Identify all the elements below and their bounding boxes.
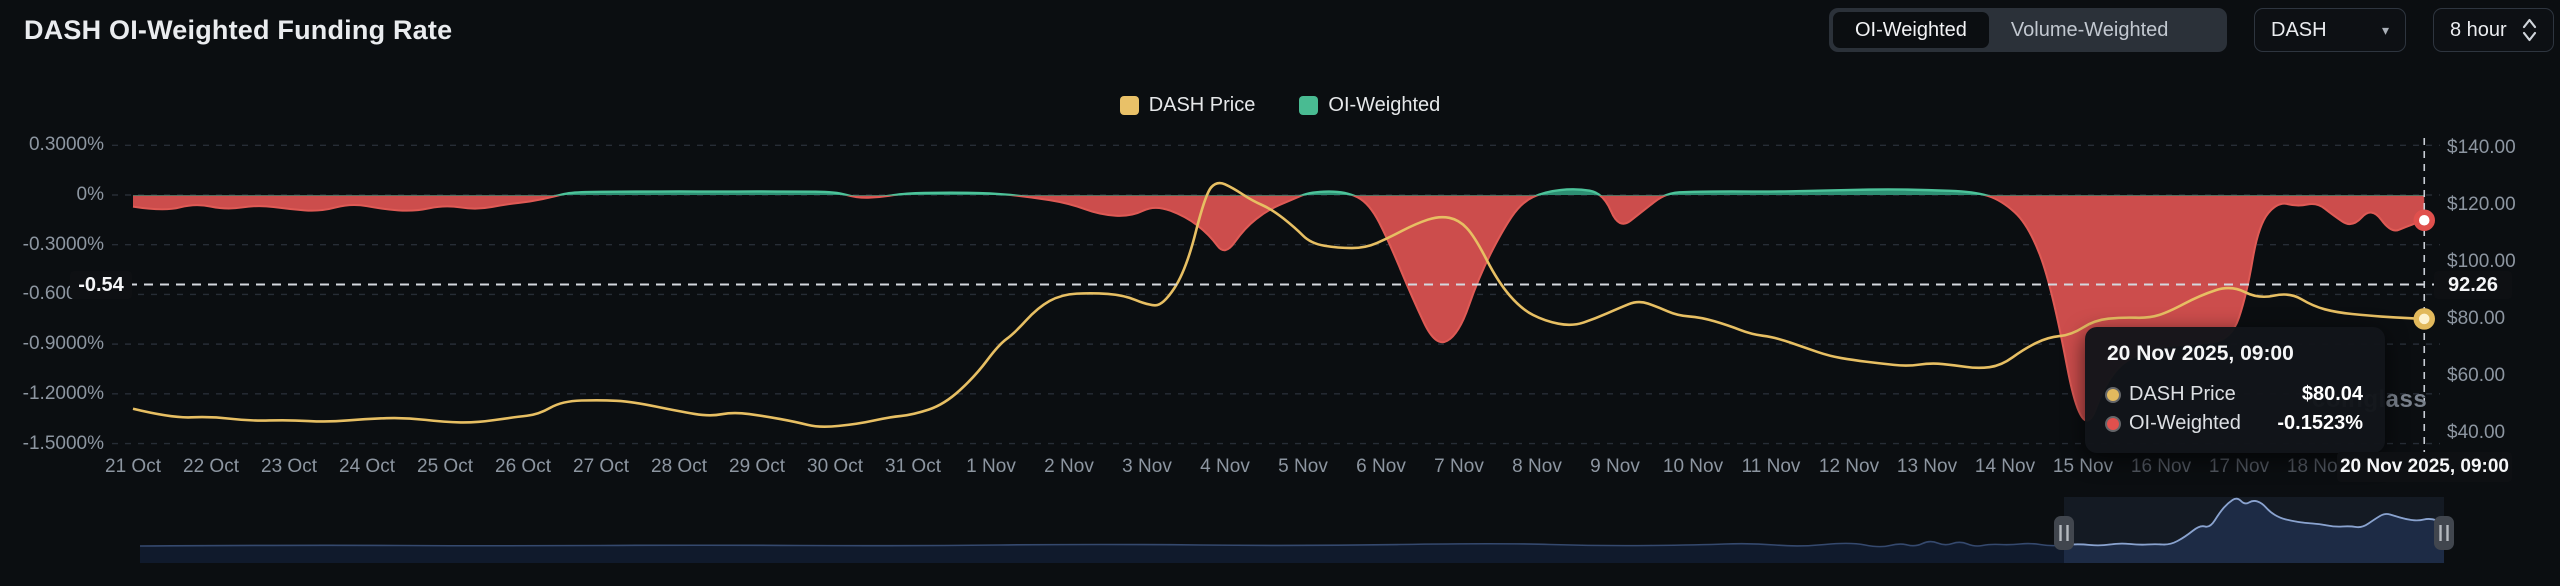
x-tick: 10 Nov — [1662, 456, 1724, 477]
x-tick: 1 Nov — [966, 456, 1016, 477]
x-tick: 5 Nov — [1278, 456, 1328, 477]
x-tick: 11 Nov — [1741, 456, 1801, 477]
y-right-tick: $60.00 — [2447, 365, 2506, 386]
y-left-tick: -0.3000% — [22, 233, 104, 255]
x-tick: 26 Oct — [495, 456, 551, 477]
y-left-tick: 0.3000% — [28, 134, 104, 156]
navigator-area — [140, 498, 2444, 563]
chart-tooltip: 20 Nov 2025, 09:00 DASH Price $80.04 OI-… — [2085, 327, 2385, 453]
legend-label: OI-Weighted — [1328, 93, 1441, 116]
x-tick: 22 Oct — [183, 456, 239, 477]
page-title: DASH OI-Weighted Funding Rate — [24, 15, 453, 45]
legend-item-oi-weighted[interactable]: OI-Weighted — [1299, 94, 1440, 117]
stepper-icon — [2522, 18, 2537, 42]
tooltip-price-label: DASH Price — [2129, 383, 2236, 405]
interval-select[interactable]: 8 hour — [2433, 8, 2554, 52]
x-tick: 17 Nov — [2208, 456, 2270, 477]
tooltip-price-value: $80.04 — [2301, 383, 2363, 405]
x-tick: 7 Nov — [1434, 456, 1484, 477]
tooltip-date: 20 Nov 2025, 09:00 — [2107, 342, 2294, 365]
weighting-option-volume-weighted[interactable]: Volume-Weighted — [2010, 18, 2169, 41]
weighting-option-oi-weighted[interactable]: OI-Weighted — [1833, 12, 1989, 48]
top-controls: OI-Weighted Volume-Weighted DASH ▾ 8 hour — [0, 8, 2560, 52]
legend-swatch-icon — [1299, 95, 1319, 115]
legend-label: DASH Price — [1148, 93, 1256, 116]
tooltip-funding-label: OI-Weighted — [2129, 412, 2241, 434]
x-tick: 6 Nov — [1356, 456, 1406, 477]
x-tick: 18 Nov — [2286, 456, 2348, 477]
x-tick: 13 Nov — [1896, 456, 1958, 477]
chart-legend: DASH Price OI-Weighted — [0, 92, 2560, 118]
x-tick: 12 Nov — [1818, 456, 1880, 477]
x-tick: 9 Nov — [1590, 456, 1640, 477]
y-left-tick: -1.5000% — [22, 432, 104, 454]
y-left-tick: -0.9000% — [22, 333, 104, 355]
x-tick: 23 Oct — [261, 456, 317, 477]
legend-item-dash-price[interactable]: DASH Price — [1119, 93, 1256, 117]
x-tick: 8 Nov — [1512, 456, 1562, 477]
price-line — [132, 181, 2425, 428]
interval-select-value: 8 hour — [2450, 18, 2507, 41]
x-tick: 15 Nov — [2052, 456, 2114, 477]
x-tick: 29 Oct — [729, 456, 785, 477]
x-tick: 21 Oct — [105, 456, 161, 477]
x-tick: 16 Nov — [2130, 456, 2192, 477]
tooltip-funding-value: -0.1523% — [2277, 412, 2363, 434]
symbol-select-value: DASH — [2271, 18, 2327, 41]
funding-negative-area — [133, 195, 2425, 421]
x-tick: 24 Oct — [339, 456, 395, 477]
navigator-handle-left[interactable] — [2054, 516, 2074, 550]
x-tick: 25 Oct — [417, 456, 473, 477]
x-tick: 30 Oct — [807, 456, 863, 477]
legend-swatch-icon — [1119, 95, 1139, 115]
chevron-down-icon: ▾ — [2381, 21, 2389, 38]
navigator-handle-right[interactable] — [2434, 516, 2454, 550]
y-right-tick: $100.00 — [2447, 251, 2516, 272]
y-right-tick: $140.00 — [2447, 137, 2516, 158]
navigator-area-selected — [2064, 498, 2444, 563]
x-tick: 31 Oct — [885, 456, 941, 477]
funding-last-marker — [2413, 209, 2435, 231]
y-left-tick: 0% — [76, 184, 104, 205]
x-tick: 3 Nov — [1122, 456, 1172, 477]
weighting-toggle: OI-Weighted Volume-Weighted — [1829, 8, 2227, 52]
tooltip-row-price: DASH Price $80.04 — [2107, 380, 2363, 409]
x-tick: 27 Oct — [573, 456, 629, 477]
x-tick: 2 Nov — [1044, 456, 1094, 477]
price-last-marker — [2413, 308, 2435, 330]
y-right-tick: $120.00 — [2447, 194, 2516, 215]
price-dot-icon — [2107, 388, 2119, 401]
crosshair-right-label: 92.26 — [2434, 271, 2512, 299]
crosshair-left-label: -0.54 — [70, 271, 132, 299]
y-right-tick: $40.00 — [2447, 422, 2506, 443]
y-right-tick: $80.00 — [2447, 308, 2506, 329]
x-tick: 28 Oct — [651, 456, 707, 477]
x-tick: 4 Nov — [1200, 456, 1250, 477]
x-tick: 14 Nov — [1974, 456, 2036, 477]
y-left-tick: -1.2000% — [22, 382, 104, 404]
symbol-select[interactable]: DASH ▾ — [2254, 8, 2406, 52]
tooltip-row-funding: OI-Weighted -0.1523% — [2107, 409, 2363, 438]
funding-dot-icon — [2107, 417, 2119, 430]
crosshair-date-label: 20 Nov 2025, 09:00 — [2337, 452, 2512, 482]
